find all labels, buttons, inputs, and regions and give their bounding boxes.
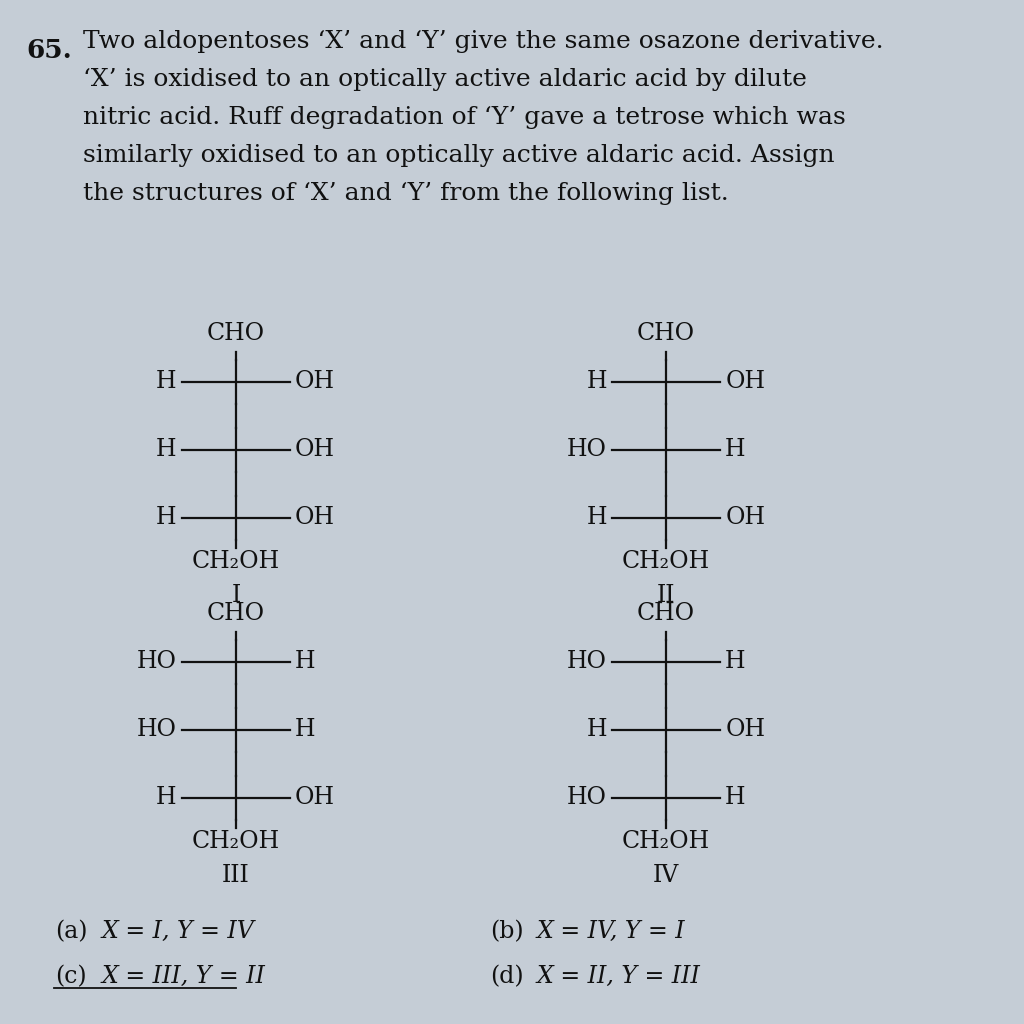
Text: CH₂OH: CH₂OH	[622, 830, 710, 853]
Text: (d): (d)	[490, 965, 524, 988]
Text: X = II, Y = III: X = II, Y = III	[537, 965, 700, 988]
Text: OH: OH	[295, 507, 335, 529]
Text: H: H	[587, 719, 607, 741]
Text: similarly oxidised to an optically active aldaric acid. Assign: similarly oxidised to an optically activ…	[83, 144, 835, 167]
Text: (c): (c)	[55, 965, 87, 988]
Text: HO: HO	[567, 438, 607, 462]
Text: H: H	[587, 371, 607, 393]
Text: I: I	[231, 584, 241, 607]
Text: III: III	[222, 864, 250, 887]
Text: H: H	[725, 786, 745, 810]
Text: H: H	[157, 438, 177, 462]
Text: CH₂OH: CH₂OH	[191, 830, 280, 853]
Text: CH₂OH: CH₂OH	[191, 550, 280, 573]
Text: HO: HO	[136, 719, 177, 741]
Text: H: H	[725, 650, 745, 674]
Text: HO: HO	[567, 650, 607, 674]
Text: OH: OH	[295, 371, 335, 393]
Text: the structures of ‘X’ and ‘Y’ from the following list.: the structures of ‘X’ and ‘Y’ from the f…	[83, 182, 729, 205]
Text: ‘X’ is oxidised to an optically active aldaric acid by dilute: ‘X’ is oxidised to an optically active a…	[83, 68, 807, 91]
Text: H: H	[587, 507, 607, 529]
Text: H: H	[725, 438, 745, 462]
Text: CHO: CHO	[207, 602, 265, 625]
Text: H: H	[157, 786, 177, 810]
Text: X = I, Y = IV: X = I, Y = IV	[101, 920, 255, 943]
Text: X = III, Y = II: X = III, Y = II	[101, 965, 265, 988]
Text: X = IV, Y = I: X = IV, Y = I	[537, 920, 685, 943]
Text: OH: OH	[725, 719, 765, 741]
Text: HO: HO	[567, 786, 607, 810]
Text: CHO: CHO	[637, 322, 695, 345]
Text: HO: HO	[136, 650, 177, 674]
Text: CHO: CHO	[207, 322, 265, 345]
Text: CHO: CHO	[637, 602, 695, 625]
Text: II: II	[656, 584, 675, 607]
Text: Two aldopentoses ‘X’ and ‘Y’ give the same osazone derivative.: Two aldopentoses ‘X’ and ‘Y’ give the sa…	[83, 30, 884, 53]
Text: nitric acid. Ruff degradation of ‘Y’ gave a tetrose which was: nitric acid. Ruff degradation of ‘Y’ gav…	[83, 106, 846, 129]
Text: H: H	[157, 507, 177, 529]
Text: OH: OH	[725, 371, 765, 393]
Text: IV: IV	[653, 864, 679, 887]
Text: CH₂OH: CH₂OH	[622, 550, 710, 573]
Text: OH: OH	[295, 786, 335, 810]
Text: H: H	[295, 719, 315, 741]
Text: H: H	[157, 371, 177, 393]
Text: H: H	[295, 650, 315, 674]
Text: OH: OH	[295, 438, 335, 462]
Text: 65.: 65.	[26, 38, 72, 63]
Text: (b): (b)	[490, 920, 524, 943]
Text: OH: OH	[725, 507, 765, 529]
Text: (a): (a)	[55, 920, 88, 943]
